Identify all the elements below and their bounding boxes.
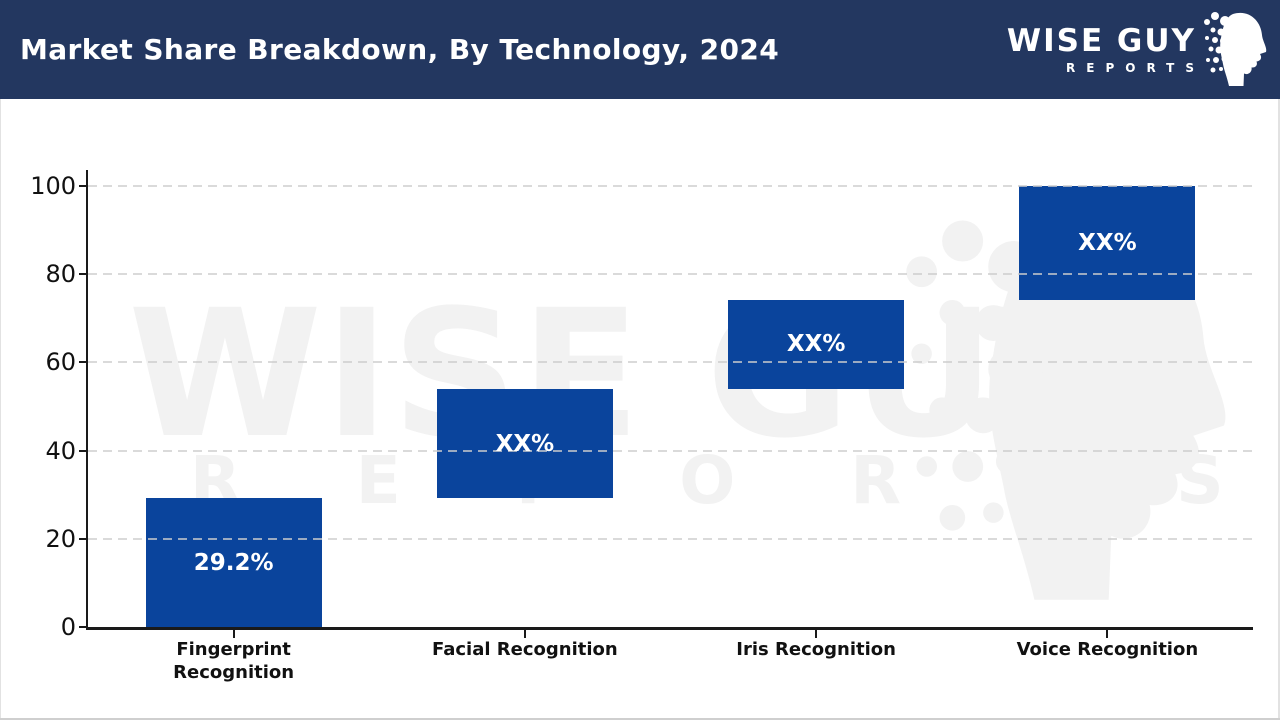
y-tick-mark <box>79 185 88 187</box>
gridline <box>88 537 1253 540</box>
y-tick-label: 20 <box>45 524 76 553</box>
gridline <box>88 449 1253 452</box>
y-tick-label: 100 <box>30 172 76 200</box>
y-tick-mark <box>79 273 88 276</box>
bar-value-label: 29.2% <box>193 549 274 576</box>
y-tick-mark <box>79 449 88 452</box>
page-title: Market Share Breakdown, By Technology, 2… <box>20 33 780 66</box>
plot-area: 0 20 40 60 80 100 29.2% XX% XX% XX% Fingerprint Re… <box>0 99 1280 720</box>
y-tick-label: 80 <box>45 260 76 289</box>
x-category-label: Fingerprint Recognition <box>173 639 295 683</box>
logo-subtitle: REPORTS <box>1066 60 1205 75</box>
header-band: Market Share Breakdown, By Technology, 2… <box>0 0 1280 99</box>
bar-value-label: XX% <box>1078 229 1137 256</box>
watermark-head-icon <box>880 200 1240 614</box>
gridline <box>88 361 1253 364</box>
bar <box>436 388 613 499</box>
y-tick-mark <box>79 537 88 540</box>
x-category-label: Iris Recognition <box>736 639 896 660</box>
bar <box>145 498 322 627</box>
logo-head-icon <box>1198 8 1270 92</box>
x-category-label: Facial Recognition <box>432 639 618 660</box>
bar <box>1019 186 1196 300</box>
y-tick-mark <box>79 626 88 628</box>
x-axis-spine <box>86 627 1253 630</box>
bar <box>728 299 905 389</box>
y-tick-label: 0 <box>60 613 76 641</box>
y-tick-label: 40 <box>45 436 76 465</box>
y-axis-spine <box>86 170 88 629</box>
bar-value-label: XX% <box>495 430 555 457</box>
gridline <box>88 185 1253 187</box>
x-tick-mark <box>232 629 235 638</box>
x-tick-mark <box>523 629 526 638</box>
x-tick-mark <box>1106 629 1109 638</box>
x-tick-mark <box>815 629 818 638</box>
x-category-label: Voice Recognition <box>1016 639 1199 660</box>
gridline <box>88 273 1253 276</box>
y-tick-label: 60 <box>45 348 76 377</box>
wise-guy-logo: WISE GUY REPORTS <box>1007 8 1270 92</box>
bar-value-label: XX% <box>786 331 846 358</box>
logo-text: WISE GUY REPORTS <box>1006 22 1196 74</box>
logo-name: WISE GUY <box>1006 22 1196 59</box>
y-tick-mark <box>79 361 88 364</box>
